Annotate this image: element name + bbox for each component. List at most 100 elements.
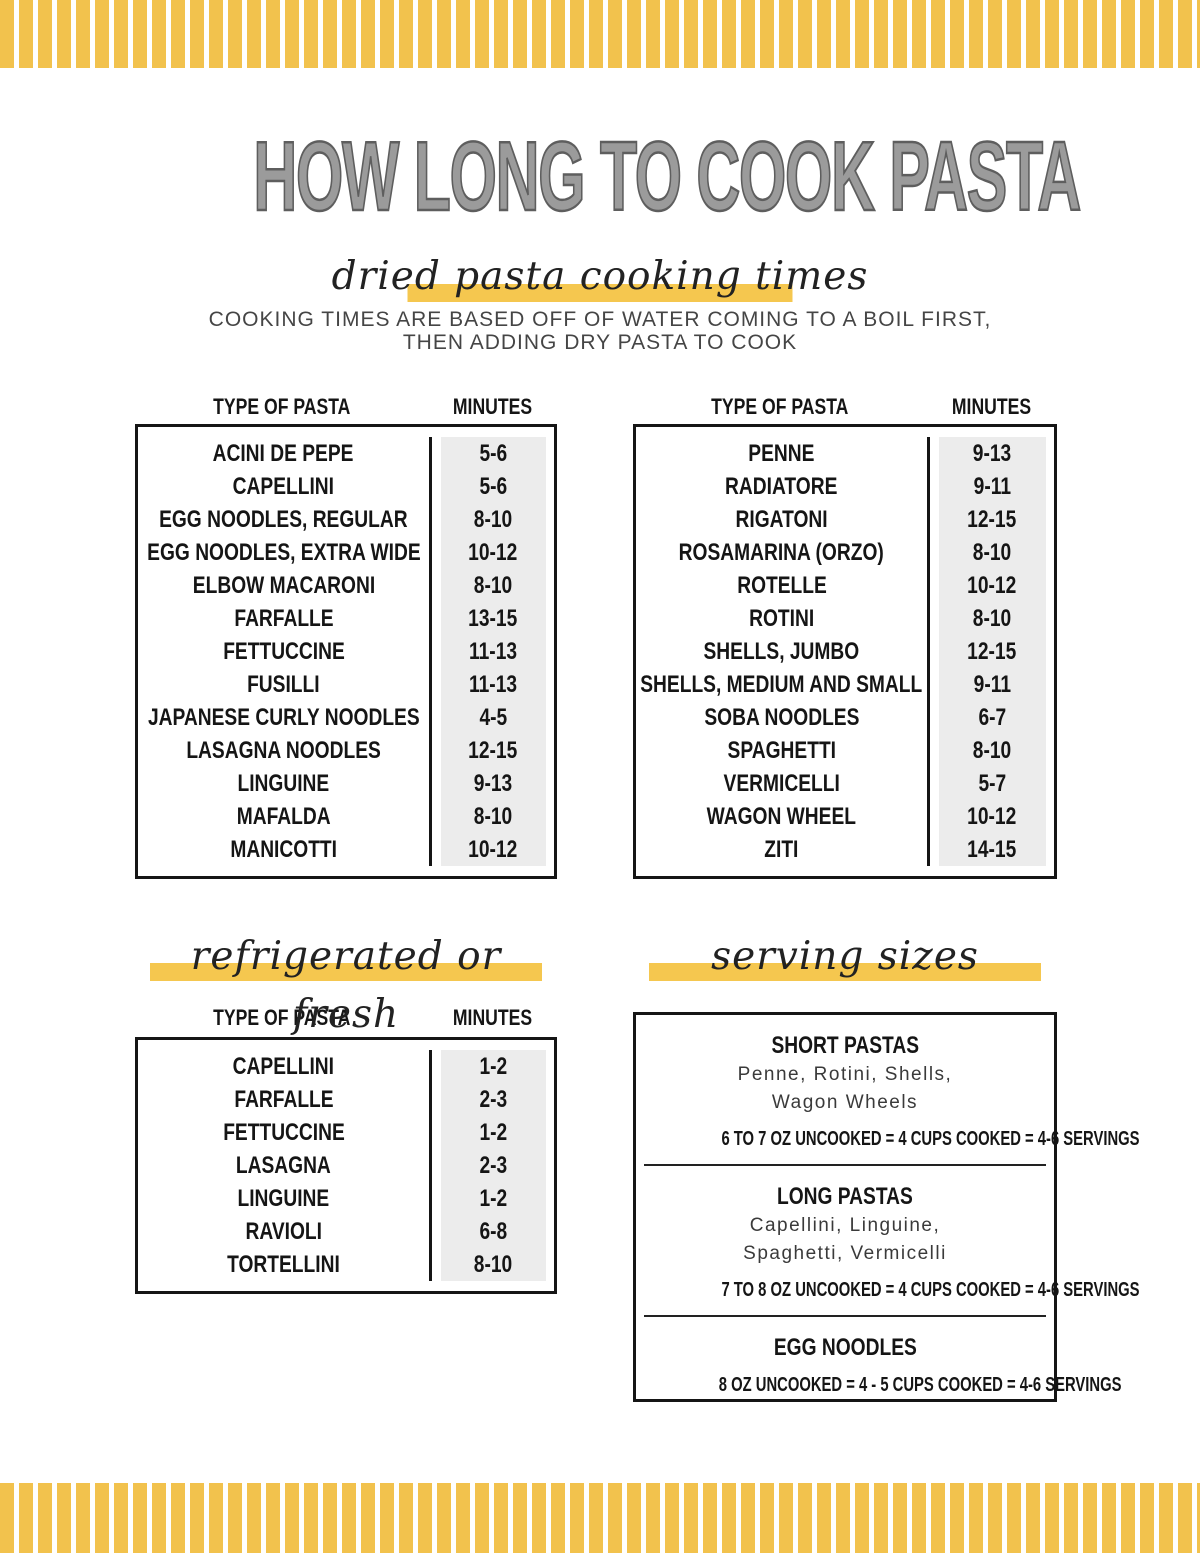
page-title: HOW LONG TO COOK PASTA: [0, 121, 1200, 231]
table-row: MAFALDA 8-10: [138, 800, 554, 833]
table-row: RAVIOLI 6-8: [138, 1215, 554, 1248]
fresh-heading-text: refrigerated or fresh: [190, 934, 502, 1037]
serving-heading-text: serving sizes: [711, 934, 979, 979]
pasta-name-cell: TORTELLINI: [227, 1250, 340, 1278]
minutes-cell: 6-8: [429, 1215, 554, 1248]
pasta-name-cell: SPAGHETTI: [727, 736, 836, 764]
serving-group-title: SHORT PASTAS: [771, 1032, 919, 1059]
table-row: ROTELLE 10-12: [636, 569, 1054, 602]
table-row: FARFALLE 2-3: [138, 1083, 554, 1116]
table-row: TORTELLINI 8-10: [138, 1248, 554, 1281]
minutes-cell: 12-15: [927, 503, 1054, 536]
minutes-cell: 8-10: [927, 734, 1054, 767]
minutes-cell: 11-13: [429, 668, 554, 701]
serving-group: LONG PASTAS Capellini, Linguine, Spaghet…: [644, 1164, 1140, 1315]
minutes-cell: 9-11: [927, 470, 1054, 503]
table-row: ELBOW MACARONI 8-10: [138, 569, 554, 602]
fresh-section-heading: refrigerated or fresh: [135, 928, 557, 1044]
table-row: RADIATORE 9-11: [636, 470, 1054, 503]
pasta-name-cell: EGG NOODLES, REGULAR: [159, 505, 408, 533]
yellow-highlight-bar: [407, 284, 793, 302]
dried-left-column-headers: TYPE OF PASTA MINUTES: [135, 393, 557, 421]
table-row: CAPELLINI 5-6: [138, 470, 554, 503]
table-row: SHELLS, JUMBO 12-15: [636, 635, 1054, 668]
pasta-name-cell: LINGUINE: [237, 769, 330, 797]
pasta-name-cell: PENNE: [748, 439, 815, 467]
minutes-cell: 6-7: [927, 701, 1054, 734]
minutes-cell: 4-5: [429, 701, 554, 734]
pasta-name-cell: CAPELLINI: [232, 472, 335, 500]
minutes-cell: 1-2: [429, 1116, 554, 1149]
pasta-name-cell: WAGON WHEEL: [706, 802, 857, 830]
minutes-cell: 9-13: [927, 437, 1054, 470]
table-row: LINGUINE 1-2: [138, 1182, 554, 1215]
minutes-cell: 12-15: [429, 734, 554, 767]
pasta-name-cell: LASAGNA NOODLES: [186, 736, 381, 764]
pasta-name-cell: FUSILLI: [247, 670, 320, 698]
type-of-pasta-header: TYPE OF PASTA: [212, 1005, 351, 1030]
table-row: ROSAMARINA (ORZO) 8-10: [636, 536, 1054, 569]
pasta-name-cell: ACINI DE PEPE: [213, 439, 354, 467]
minutes-cell: 9-11: [927, 668, 1054, 701]
minutes-header: MINUTES: [951, 394, 1032, 419]
serving-group-examples-line1: Capellini, Linguine,: [749, 1215, 941, 1236]
table-row: WAGON WHEEL 10-12: [636, 800, 1054, 833]
serving-group-equation: 7 TO 8 OZ UNCOOKED = 4 CUPS COOKED = 4-6…: [721, 1279, 1140, 1301]
table-row: RIGATONI 12-15: [636, 503, 1054, 536]
pasta-name-cell: JAPANESE CURLY NOODLES: [147, 703, 420, 731]
serving-group-title: EGG NOODLES: [773, 1334, 917, 1361]
table-row: ROTINI 8-10: [636, 602, 1054, 635]
pasta-name-cell: LINGUINE: [237, 1184, 330, 1212]
minutes-cell: 11-13: [429, 635, 554, 668]
table-row: FETTUCCINE 1-2: [138, 1116, 554, 1149]
pasta-name-cell: CAPELLINI: [232, 1052, 335, 1080]
table-row: MANICOTTI 10-12: [138, 833, 554, 866]
table-row: EGG NOODLES, REGULAR 8-10: [138, 503, 554, 536]
table-row: SHELLS, MEDIUM AND SMALL 9-11: [636, 668, 1054, 701]
pasta-name-cell: ROSAMARINA (ORZO): [678, 538, 885, 566]
minutes-cell: 1-2: [429, 1182, 554, 1215]
bottom-stripe-border: [0, 1483, 1200, 1553]
minutes-cell: 10-12: [429, 536, 554, 569]
table-row: FARFALLE 13-15: [138, 602, 554, 635]
minutes-cell: 5-6: [429, 470, 554, 503]
serving-group-examples-line2: Wagon Wheels: [771, 1092, 919, 1113]
minutes-cell: 10-12: [927, 569, 1054, 602]
minutes-cell: 2-3: [429, 1149, 554, 1182]
page-title-text: HOW LONG TO COOK PASTA: [253, 121, 1083, 231]
table-row: ACINI DE PEPE 5-6: [138, 437, 554, 470]
serving-group: SHORT PASTAS Penne, Rotini, Shells, Wago…: [644, 1015, 1139, 1164]
pasta-name-cell: SHELLS, MEDIUM AND SMALL: [640, 670, 923, 698]
minutes-cell: 10-12: [927, 800, 1054, 833]
serving-group: EGG NOODLES 8 OZ UNCOOKED = 4 - 5 CUPS C…: [644, 1315, 1122, 1410]
yellow-highlight-bar: [150, 963, 542, 981]
fresh-table: CAPELLINI 1-2 FARFALLE 2-3 FETTUCCINE 1-…: [135, 1037, 557, 1294]
serving-sizes-box: SHORT PASTAS Penne, Rotini, Shells, Wago…: [633, 1012, 1140, 1402]
serving-section-heading: serving sizes: [633, 928, 1057, 986]
serving-group-examples-line2: Spaghetti, Vermicelli: [743, 1243, 947, 1264]
dried-right-column-headers: TYPE OF PASTA MINUTES: [633, 393, 1057, 421]
type-of-pasta-header: TYPE OF PASTA: [710, 394, 849, 419]
pasta-name-cell: ROTELLE: [736, 571, 827, 599]
serving-group-examples-line1: Penne, Rotini, Shells,: [737, 1064, 953, 1085]
table-row: LASAGNA 2-3: [138, 1149, 554, 1182]
minutes-cell: 8-10: [429, 800, 554, 833]
dried-right-table: PENNE 9-13 RADIATORE 9-11 RIGATONI 12-15…: [633, 424, 1057, 879]
minutes-cell: 12-15: [927, 635, 1054, 668]
minutes-cell: 8-10: [927, 602, 1054, 635]
minutes-cell: 8-10: [927, 536, 1054, 569]
minutes-cell: 2-3: [429, 1083, 554, 1116]
pasta-name-cell: VERMICELLI: [723, 769, 840, 797]
dried-subtitle-line1: COOKING TIMES ARE BASED OFF OF WATER COM…: [208, 308, 992, 331]
minutes-cell: 5-6: [429, 437, 554, 470]
pasta-name-cell: FARFALLE: [233, 1085, 334, 1113]
table-row: SOBA NOODLES 6-7: [636, 701, 1054, 734]
pasta-name-cell: SHELLS, JUMBO: [703, 637, 860, 665]
pasta-name-cell: SOBA NOODLES: [703, 703, 860, 731]
table-row: LINGUINE 9-13: [138, 767, 554, 800]
serving-group-equation: 8 OZ UNCOOKED = 4 - 5 CUPS COOKED = 4-6 …: [718, 1374, 1122, 1396]
top-stripe-border: [0, 0, 1200, 68]
table-row: ZITI 14-15: [636, 833, 1054, 866]
table-row: LASAGNA NOODLES 12-15: [138, 734, 554, 767]
